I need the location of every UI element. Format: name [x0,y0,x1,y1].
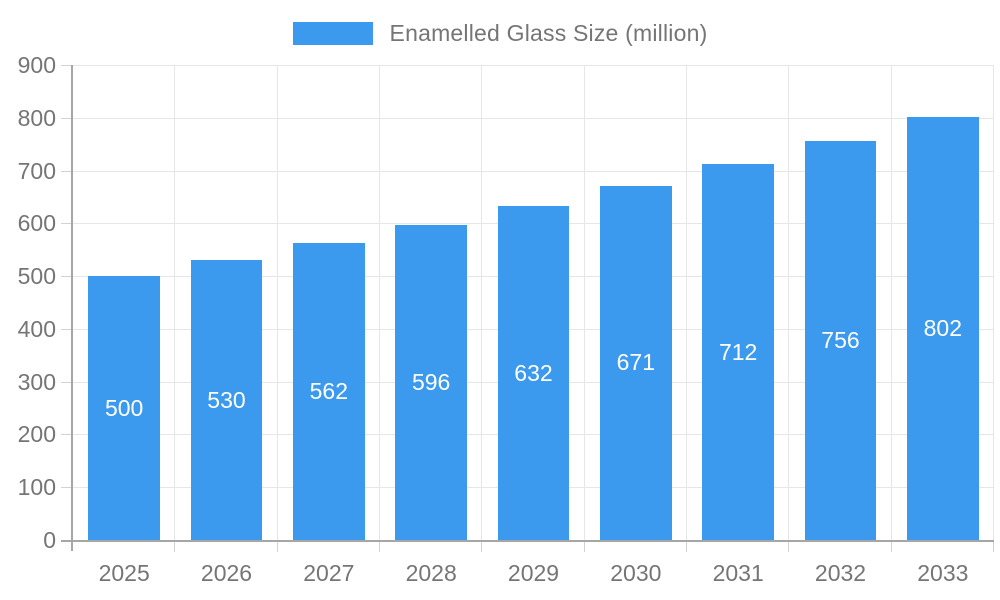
legend: Enamelled Glass Size (million) [0,20,1000,47]
x-gridline [174,65,176,540]
x-tick [788,541,790,552]
x-axis-tick-label: 2033 [917,560,969,586]
x-gridline [993,65,994,540]
y-tick [61,434,73,436]
y-axis-line [71,65,73,551]
x-tick [583,541,585,552]
y-axis-tick-label: 300 [17,368,56,395]
plot-area: 0 100 200 300 400 500 600 700 800 900 500 2025 530 20… [18,53,994,586]
bar: 802 [907,116,979,540]
y-axis-tick-label: 800 [17,104,56,131]
bar-value-label: 632 [514,359,553,386]
x-axis-line [61,540,994,542]
y-gridline [73,170,994,172]
y-tick [61,65,73,66]
x-tick [993,541,994,552]
y-axis-tick-label: 0 [43,527,56,553]
x-tick [481,541,483,552]
x-axis-tick-label: 2027 [303,560,355,586]
x-axis-tick-label: 2025 [98,560,150,586]
x-gridline [378,65,380,540]
y-axis-tick-label: 200 [17,421,56,448]
bar-value-label: 596 [411,369,451,396]
x-tick [685,541,687,552]
y-gridline [73,65,994,66]
bar-value-label: 500 [104,394,144,421]
x-gridline [788,65,790,540]
bar-value-label: 712 [718,338,758,365]
bar-value-label: 530 [207,386,246,413]
y-axis-tick-label: 100 [17,474,56,501]
y-tick [61,276,73,278]
x-tick [276,541,278,552]
y-tick [61,487,73,489]
bar: 596 [395,225,467,540]
y-tick [61,223,73,225]
x-tick [890,541,892,552]
legend-label: Enamelled Glass Size (million) [389,20,708,46]
bar: 632 [497,206,570,540]
y-tick [61,170,73,172]
bar: 756 [804,141,877,540]
x-tick [378,541,380,552]
x-axis-tick-label: 2028 [405,560,457,586]
y-axis-tick-label: 500 [17,263,56,290]
y-axis-tick-label: 600 [17,210,56,237]
bar-value-label: 562 [309,378,349,405]
bar: 671 [600,185,672,540]
x-tick [174,541,176,552]
bar: 712 [702,164,774,540]
bar-value-label: 756 [821,327,860,353]
x-gridline [583,65,585,540]
y-tick [61,381,73,383]
x-gridline [685,65,687,540]
y-tick [61,117,73,119]
x-axis-tick-label: 2032 [814,560,867,586]
legend-swatch [292,22,373,45]
y-axis-tick-label: 900 [17,52,56,78]
x-axis-tick-label: 2031 [712,560,764,586]
x-axis-tick-label: 2029 [507,560,560,586]
x-gridline [890,65,892,540]
x-gridline [481,65,483,540]
bar-value-label: 802 [923,314,963,341]
bar-value-label: 671 [616,349,656,376]
y-axis-tick-label: 400 [17,315,56,342]
x-axis-tick-label: 2026 [200,560,253,586]
bar: 562 [293,243,365,540]
y-tick [61,328,73,330]
y-axis-tick-label: 700 [17,157,56,184]
bar: 500 [88,276,160,540]
bar: 530 [190,260,263,540]
x-gridline [276,65,278,540]
y-gridline [73,117,994,119]
x-axis-tick-label: 2030 [610,560,662,586]
